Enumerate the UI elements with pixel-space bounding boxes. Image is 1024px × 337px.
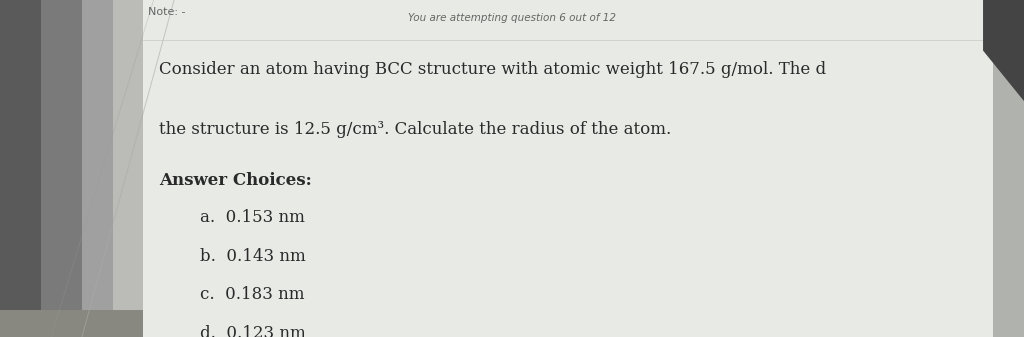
Text: the structure is 12.5 g/cm³. Calculate the radius of the atom.: the structure is 12.5 g/cm³. Calculate t… [159,121,671,138]
Text: Note: -: Note: - [148,7,186,17]
Text: b.  0.143 nm: b. 0.143 nm [200,248,305,265]
Bar [113,0,143,337]
Polygon shape [0,310,143,337]
Text: Consider an atom having BCC structure with atomic weight 167.5 g/mol. The d: Consider an atom having BCC structure wi… [159,61,825,78]
Bar [41,0,82,337]
Text: Answer Choices:: Answer Choices: [159,172,311,189]
Bar [0,0,41,337]
Text: d.  0.123 nm: d. 0.123 nm [200,325,305,337]
Text: You are attempting question 6 out of 12: You are attempting question 6 out of 12 [408,13,616,24]
Text: a.  0.153 nm: a. 0.153 nm [200,209,304,226]
Polygon shape [983,0,1024,101]
Bar [993,0,1024,337]
Bar [82,0,113,337]
Text: c.  0.183 nm: c. 0.183 nm [200,286,304,303]
